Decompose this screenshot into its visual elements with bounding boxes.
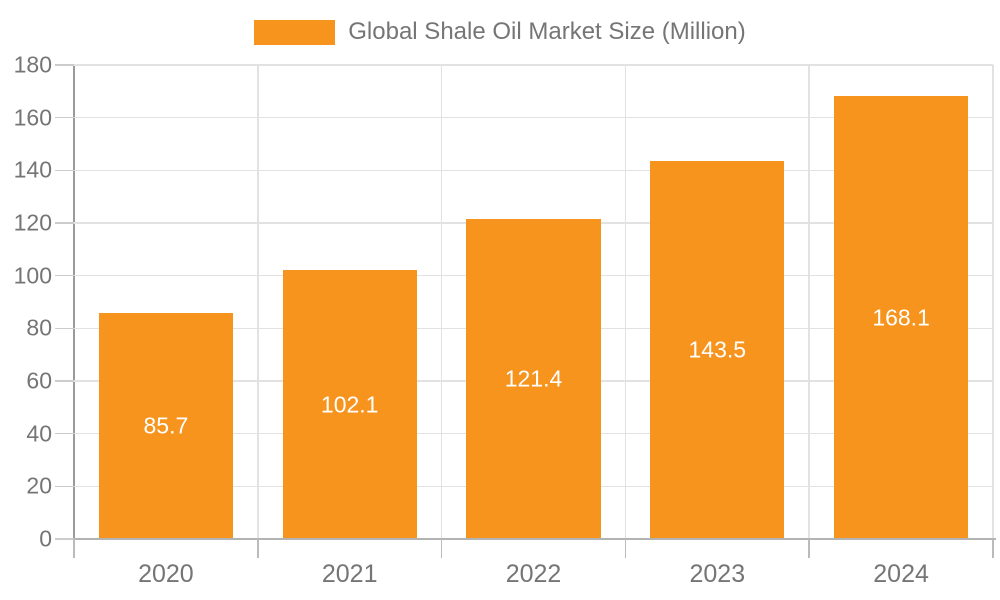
bar-2024[interactable] bbox=[834, 96, 969, 539]
x-axis-category-label: 2023 bbox=[689, 560, 746, 588]
gridline-vertical bbox=[257, 65, 259, 539]
x-axis-category-label: 2021 bbox=[321, 560, 378, 588]
y-axis-tick bbox=[55, 222, 74, 224]
gridline-vertical bbox=[624, 65, 627, 539]
y-axis-tick bbox=[55, 169, 74, 172]
x-axis-tick bbox=[992, 539, 994, 558]
bar-value-label: 168.1 bbox=[872, 304, 930, 331]
gridline-vertical bbox=[808, 65, 810, 539]
plot-area: 85.7 102.1 121.4 143.5 168.1 bbox=[74, 64, 994, 539]
x-axis-tick bbox=[624, 539, 627, 558]
y-axis-tick-label: 180 bbox=[13, 51, 52, 78]
legend-swatch-icon bbox=[254, 19, 336, 45]
y-axis-tick bbox=[55, 64, 74, 66]
y-axis-tick-label: 40 bbox=[26, 420, 52, 447]
bar-value-label: 85.7 bbox=[143, 412, 189, 439]
y-axis-tick-label: 0 bbox=[39, 525, 52, 552]
bar-value-label: 121.4 bbox=[504, 365, 563, 392]
x-axis-category-label: 2024 bbox=[873, 560, 929, 588]
y-axis-tick bbox=[55, 116, 74, 119]
bar-2021[interactable] bbox=[282, 270, 417, 539]
bar-2022[interactable] bbox=[466, 219, 601, 539]
y-axis-tick bbox=[55, 327, 74, 330]
y-axis-tick-label: 80 bbox=[26, 314, 52, 341]
x-axis-tick bbox=[808, 539, 810, 558]
y-axis-tick-label: 20 bbox=[26, 472, 52, 499]
x-axis-category-label: 2020 bbox=[138, 560, 194, 588]
gridline-horizontal bbox=[74, 64, 993, 66]
bar-value-label: 102.1 bbox=[320, 391, 379, 418]
y-axis-tick bbox=[55, 432, 74, 435]
gridline-horizontal bbox=[74, 169, 993, 172]
y-axis-tick-label: 100 bbox=[13, 262, 52, 289]
bar-2020[interactable] bbox=[98, 313, 233, 539]
x-axis-category-label: 2022 bbox=[505, 560, 562, 588]
x-axis-tick bbox=[73, 539, 75, 558]
y-axis-tick bbox=[55, 485, 74, 488]
x-axis-line bbox=[55, 538, 996, 540]
legend-label: Global Shale Oil Market Size (Million) bbox=[348, 18, 746, 45]
y-axis-tick-label: 120 bbox=[13, 209, 52, 236]
y-axis-tick bbox=[55, 274, 74, 277]
bar-2023[interactable] bbox=[650, 161, 785, 539]
gridline-horizontal bbox=[74, 116, 993, 119]
gridline-vertical bbox=[440, 65, 443, 539]
bar-value-label: 143.5 bbox=[688, 336, 747, 363]
y-axis-line bbox=[73, 65, 75, 539]
gridline-vertical bbox=[992, 65, 994, 539]
y-axis-tick-label: 140 bbox=[13, 156, 52, 183]
y-axis-tick bbox=[55, 380, 74, 382]
y-axis-tick-label: 60 bbox=[26, 367, 52, 394]
chart-legend[interactable]: Global Shale Oil Market Size (Million) bbox=[0, 18, 1000, 46]
x-axis-tick bbox=[257, 539, 259, 558]
x-axis-tick bbox=[440, 539, 443, 558]
y-axis-tick bbox=[55, 538, 74, 540]
y-axis-tick-label: 160 bbox=[13, 104, 52, 131]
